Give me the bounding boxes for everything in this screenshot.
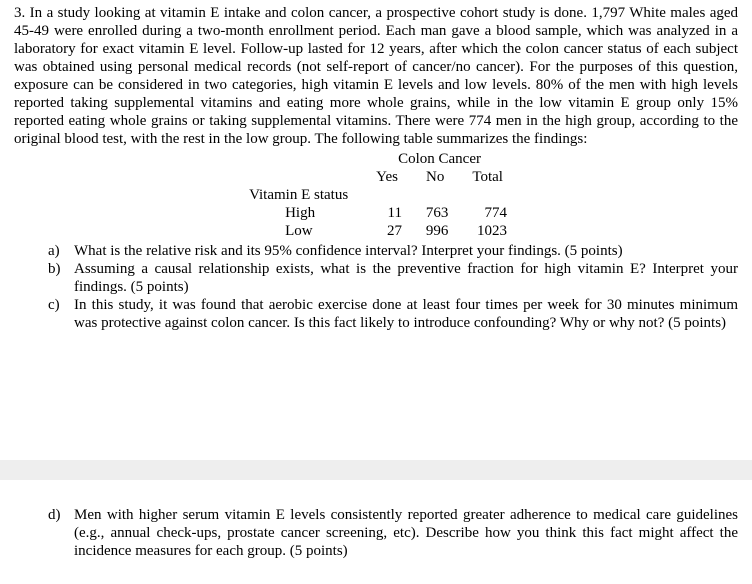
table-title-row: Colon Cancer	[235, 150, 517, 168]
subparts-list-2: d) Men with higher serum vitamin E level…	[14, 506, 738, 560]
section-gap	[0, 460, 752, 480]
part-marker: b)	[48, 260, 74, 296]
question-section-top: 3. In a study looking at vitamin E intak…	[0, 0, 752, 340]
col-no: No	[412, 168, 458, 186]
col-yes: Yes	[362, 168, 412, 186]
cell: 996	[412, 222, 458, 240]
data-table: Colon Cancer Yes No Total Vitamin E stat…	[235, 150, 517, 240]
table-col-row: Yes No Total	[235, 168, 517, 186]
cell: 774	[458, 204, 517, 222]
row-label: High	[235, 204, 362, 222]
part-text: Men with higher serum vitamin E levels c…	[74, 506, 738, 560]
subparts-list: a) What is the relative risk and its 95%…	[14, 242, 738, 332]
part-d: d) Men with higher serum vitamin E level…	[48, 506, 738, 560]
row-header: Vitamin E status	[235, 186, 362, 204]
table-rowheader-row: Vitamin E status	[235, 186, 517, 204]
part-text: What is the relative risk and its 95% co…	[74, 242, 738, 260]
part-marker: d)	[48, 506, 74, 560]
question-intro: 3. In a study looking at vitamin E intak…	[14, 4, 738, 148]
part-a: a) What is the relative risk and its 95%…	[48, 242, 738, 260]
data-table-wrap: Colon Cancer Yes No Total Vitamin E stat…	[14, 150, 738, 240]
part-marker: a)	[48, 242, 74, 260]
part-text: Assuming a causal relationship exists, w…	[74, 260, 738, 296]
cell: 27	[362, 222, 412, 240]
part-c: c) In this study, it was found that aero…	[48, 296, 738, 332]
part-b: b) Assuming a causal relationship exists…	[48, 260, 738, 296]
question-intro-text: In a study looking at vitamin E intake a…	[14, 5, 738, 147]
part-text: In this study, it was found that aerobic…	[74, 296, 738, 332]
question-section-bottom: d) Men with higher serum vitamin E level…	[0, 480, 752, 584]
table-title: Colon Cancer	[362, 150, 517, 168]
cell: 1023	[458, 222, 517, 240]
table-row: High 11 763 774	[235, 204, 517, 222]
row-label: Low	[235, 222, 362, 240]
part-marker: c)	[48, 296, 74, 332]
cell: 763	[412, 204, 458, 222]
table-row: Low 27 996 1023	[235, 222, 517, 240]
col-total: Total	[458, 168, 517, 186]
question-number: 3.	[14, 5, 25, 21]
whitespace	[0, 340, 752, 460]
cell: 11	[362, 204, 412, 222]
